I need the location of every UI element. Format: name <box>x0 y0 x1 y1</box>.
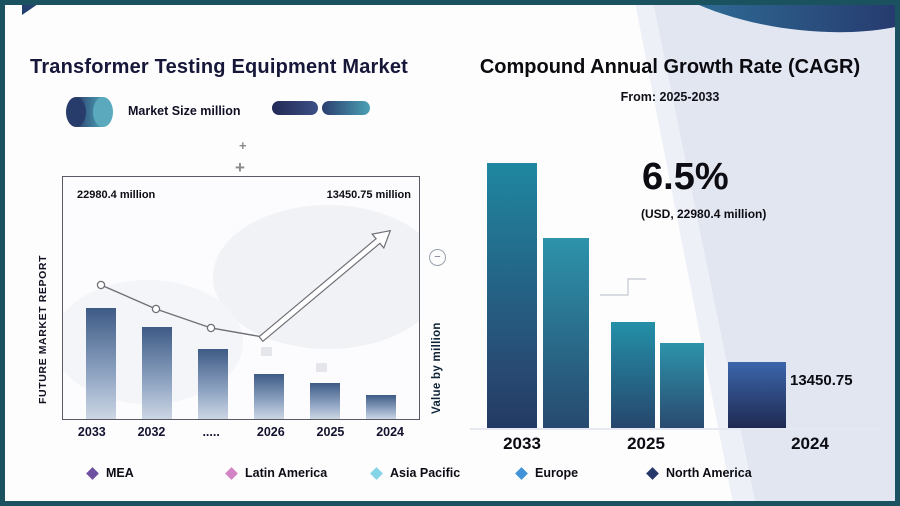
x-label: ..... <box>202 425 220 439</box>
right-chart <box>470 150 882 430</box>
legend-item-europe: Europe <box>515 466 579 480</box>
diamond-marker-icon <box>225 466 238 480</box>
x-label: 2032 <box>137 425 166 439</box>
cagr-bar-2025-a <box>611 322 655 428</box>
bar-2033 <box>86 308 116 419</box>
cagr-bar-2024 <box>728 362 786 428</box>
x-label: 2033 <box>77 425 106 439</box>
right-chart-title: Compound Annual Growth Rate (CAGR) <box>479 56 861 78</box>
right-x-label-2033: 2033 <box>503 434 541 453</box>
legend-label: Latin America <box>245 466 328 480</box>
diamond-marker-icon <box>515 466 528 480</box>
diamond-marker-icon <box>646 466 659 480</box>
bar-2032 <box>142 327 172 419</box>
value-axis-title: Value by million <box>431 322 443 414</box>
legend-item-north-america: North America <box>646 466 752 480</box>
left-chart-bars <box>63 177 419 419</box>
left-chart-x-axis: 2033 2032 ..... 2026 2025 2024 <box>62 425 420 439</box>
cagr-value: 6.5% <box>642 156 729 198</box>
right-x-label-2025: 2025 <box>627 434 665 453</box>
cagr-note: (USD, 22980.4 million) <box>641 207 767 221</box>
bar-2026 <box>254 374 284 419</box>
cagr-2024-value-label: 13450.75 <box>790 372 853 389</box>
diamond-marker-icon <box>370 466 383 480</box>
legend-item-asia-pacific: Asia Pacific <box>370 466 461 480</box>
start-value-label: 22980.4 million <box>77 189 156 201</box>
x-label: 2024 <box>376 425 405 439</box>
right-x-label-2024: 2024 <box>791 434 829 453</box>
legend-label: Asia Pacific <box>390 466 461 480</box>
legend-item-latin-america: Latin America <box>225 466 328 480</box>
end-value-label: 13450.75 million <box>326 189 411 201</box>
corner-swoosh <box>688 0 900 33</box>
x-label: 2026 <box>256 425 285 439</box>
circle-minus-icon: − <box>429 249 446 266</box>
legend-pill-dark <box>272 101 318 115</box>
cagr-bar-2033-b <box>543 238 589 428</box>
bar-2024 <box>366 395 396 419</box>
market-size-legend-label: Market Size million <box>128 104 241 118</box>
legend-item-mea: MEA <box>86 466 134 480</box>
left-axis-title: FUTURE MARKET REPORT <box>37 254 49 404</box>
right-chart-subtitle: From: 2025-2033 <box>620 90 720 104</box>
cylinder-icon <box>66 97 113 127</box>
legend-label: North America <box>666 466 752 480</box>
step-decoration <box>600 278 646 296</box>
cagr-bar-2033-a <box>487 163 537 428</box>
legend-label: MEA <box>106 466 134 480</box>
left-chart-title: Transformer Testing Equipment Market <box>30 56 409 78</box>
bar-gap-years <box>198 349 228 419</box>
plus-icon: + <box>239 138 247 153</box>
legend-label: Europe <box>535 466 579 480</box>
diamond-marker-icon <box>86 466 99 480</box>
trend-line-arrow <box>96 229 392 343</box>
legend-pill-gradient <box>322 101 370 115</box>
x-label: 2025 <box>316 425 345 439</box>
cagr-bar-2025-b <box>660 343 704 428</box>
corner-triangle-icon <box>22 4 38 15</box>
plus-icon: + <box>235 158 245 177</box>
left-chart-panel: 22980.4 million 13450.75 million <box>62 176 420 420</box>
bar-2025 <box>310 383 340 419</box>
